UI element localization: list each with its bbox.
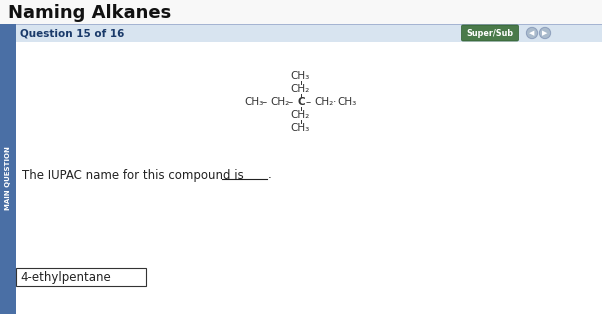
FancyBboxPatch shape bbox=[0, 24, 602, 42]
Text: –: – bbox=[262, 97, 267, 107]
FancyBboxPatch shape bbox=[0, 42, 16, 314]
Circle shape bbox=[527, 28, 538, 39]
Text: CH₃: CH₃ bbox=[244, 97, 263, 107]
FancyBboxPatch shape bbox=[0, 0, 602, 24]
Text: ·: · bbox=[333, 97, 337, 107]
Text: –: – bbox=[288, 97, 293, 107]
Text: CH₃: CH₃ bbox=[290, 123, 309, 133]
Text: CH₂: CH₂ bbox=[290, 110, 309, 120]
Text: MAIN QUESTION: MAIN QUESTION bbox=[5, 146, 11, 210]
Text: CH₂: CH₂ bbox=[314, 97, 334, 107]
Text: ◀: ◀ bbox=[529, 30, 535, 36]
Text: Super/Sub: Super/Sub bbox=[467, 29, 514, 37]
Text: CH₂: CH₂ bbox=[290, 84, 309, 94]
Text: ▶: ▶ bbox=[542, 30, 548, 36]
Text: Question 15 of 16: Question 15 of 16 bbox=[20, 28, 125, 38]
Text: CH₂: CH₂ bbox=[270, 97, 289, 107]
Text: Naming Alkanes: Naming Alkanes bbox=[8, 4, 171, 22]
Text: CH₃: CH₃ bbox=[337, 97, 356, 107]
FancyBboxPatch shape bbox=[462, 25, 518, 41]
Text: The IUPAC name for this compound is: The IUPAC name for this compound is bbox=[22, 169, 244, 181]
FancyBboxPatch shape bbox=[0, 42, 602, 314]
Text: .: . bbox=[268, 169, 272, 181]
Text: C: C bbox=[297, 97, 305, 107]
Text: –: – bbox=[305, 97, 310, 107]
Text: CH₃: CH₃ bbox=[290, 71, 309, 81]
FancyBboxPatch shape bbox=[0, 24, 16, 42]
Text: 4-ethylpentane: 4-ethylpentane bbox=[20, 270, 111, 284]
Circle shape bbox=[539, 28, 550, 39]
FancyBboxPatch shape bbox=[16, 268, 146, 286]
